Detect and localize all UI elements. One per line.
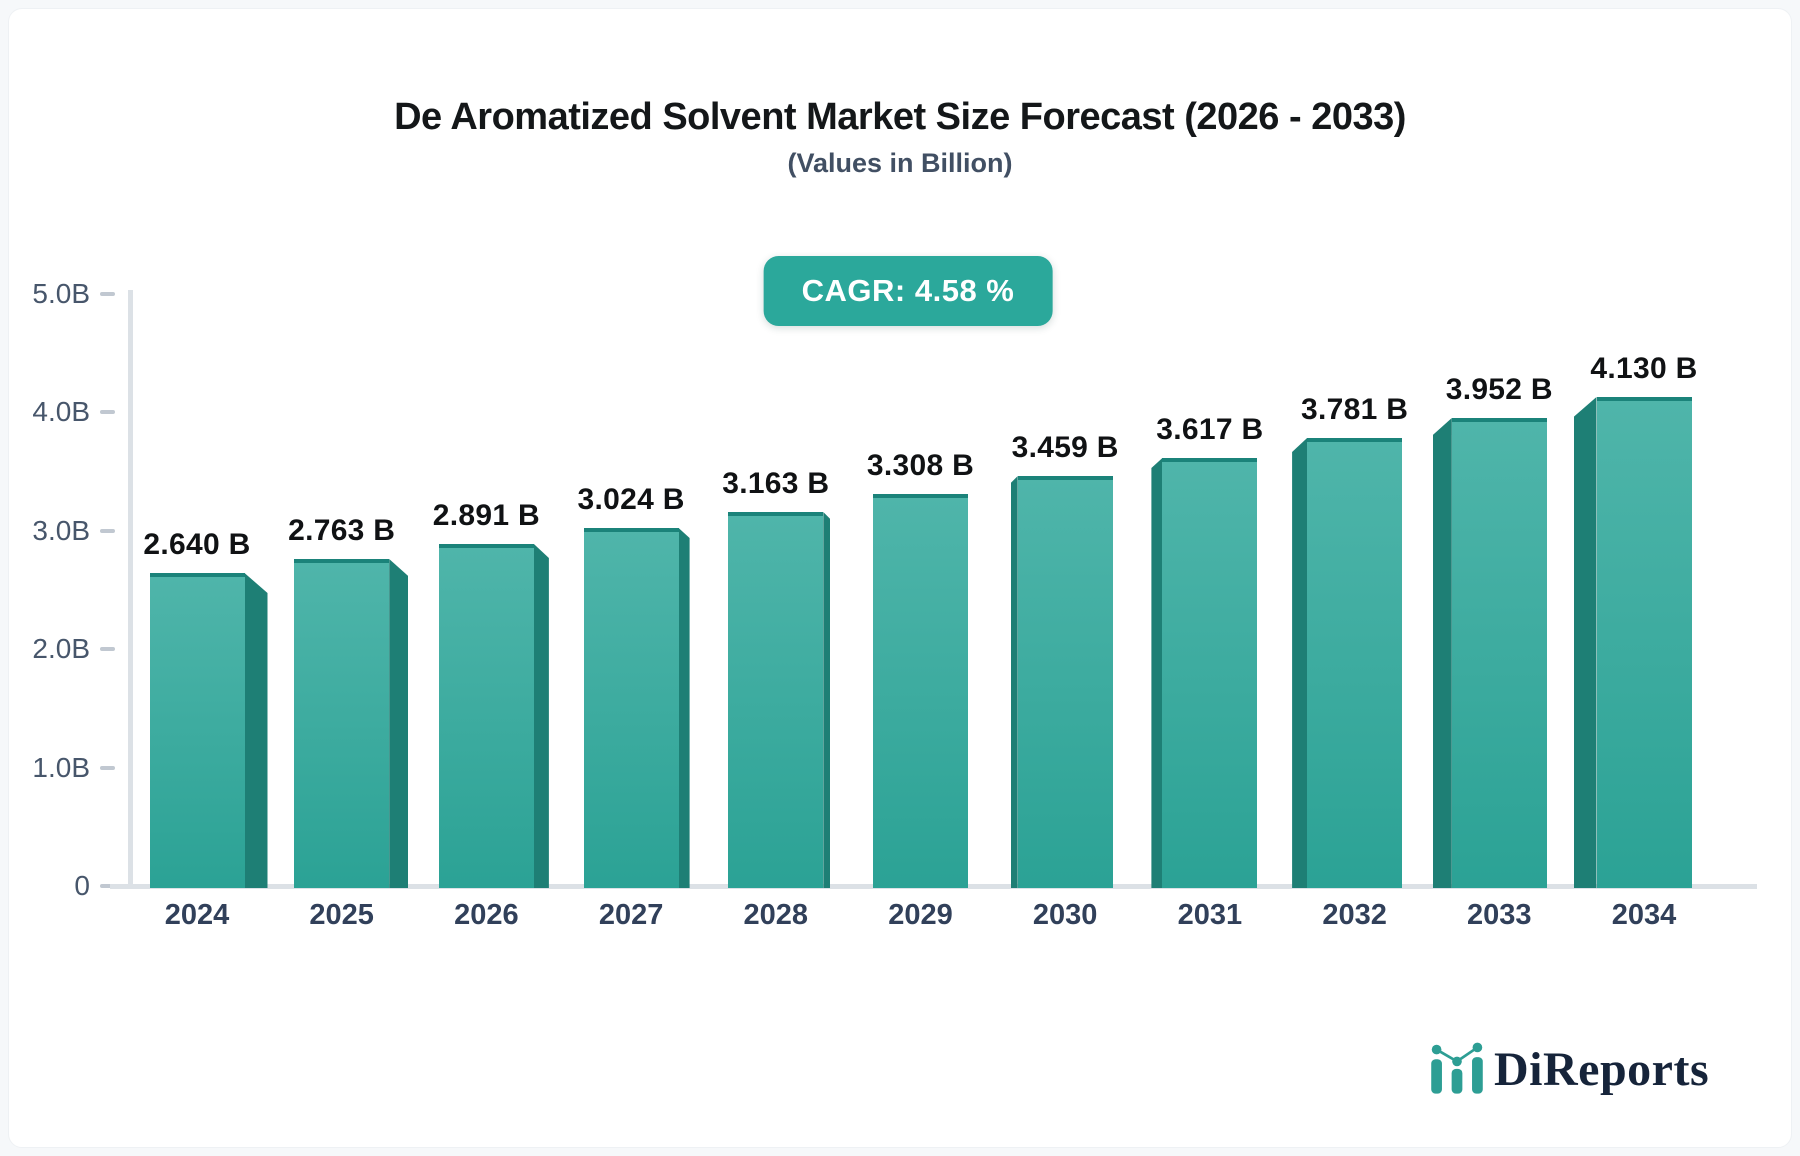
y-axis-label: 0 bbox=[74, 870, 90, 901]
x-axis-label: 2027 bbox=[598, 899, 664, 931]
bar-value-label: 3.163 B bbox=[722, 467, 830, 500]
bar-side bbox=[1573, 397, 1597, 888]
y-axis-tick bbox=[100, 529, 115, 533]
bar-value-label: 3.952 B bbox=[1445, 373, 1553, 406]
x-axis-label: 2029 bbox=[888, 899, 953, 931]
bar-face bbox=[728, 512, 824, 888]
bar-group bbox=[1292, 438, 1403, 888]
bar-face bbox=[1162, 458, 1258, 888]
bar-group bbox=[1151, 458, 1258, 888]
y-axis-tick bbox=[100, 410, 115, 414]
y-axis-label: 4.0B bbox=[32, 396, 90, 427]
bar-face bbox=[583, 528, 679, 888]
bar-side bbox=[389, 559, 409, 888]
bar-group bbox=[873, 494, 968, 888]
y-axis-line bbox=[128, 290, 133, 888]
x-axis-label: 2028 bbox=[743, 899, 809, 931]
y-axis-label: 1.0B bbox=[32, 752, 90, 783]
bar-group bbox=[294, 559, 409, 888]
bar-face bbox=[1596, 397, 1692, 888]
bar-group bbox=[728, 512, 831, 888]
bar-value-label: 3.617 B bbox=[1156, 413, 1264, 446]
x-axis-label: 2034 bbox=[1611, 899, 1677, 931]
bar-group bbox=[1432, 418, 1547, 888]
bar-face bbox=[1307, 438, 1403, 888]
x-axis-label: 2024 bbox=[164, 899, 230, 931]
bar-value-label: 2.763 B bbox=[288, 514, 396, 547]
bar-group bbox=[583, 528, 690, 888]
bar-group bbox=[149, 573, 268, 888]
cagr-badge-label: CAGR: 4.58 % bbox=[801, 273, 1015, 308]
bar-group bbox=[1573, 397, 1692, 888]
bar-value-label: 2.640 B bbox=[143, 528, 251, 561]
bar-side bbox=[244, 573, 268, 888]
y-axis-label: 3.0B bbox=[32, 515, 90, 546]
chart-subtitle: (Values in Billion) bbox=[787, 148, 1013, 178]
bar-side bbox=[678, 528, 690, 888]
x-axis-label: 2026 bbox=[454, 899, 519, 931]
bar-value-label: 3.459 B bbox=[1011, 431, 1119, 464]
bar-side bbox=[1010, 476, 1018, 888]
bar-face bbox=[1017, 476, 1113, 888]
y-axis-tick bbox=[100, 292, 115, 296]
y-axis-tick bbox=[100, 884, 115, 888]
x-axis-label: 2032 bbox=[1322, 899, 1387, 931]
y-axis-tick bbox=[100, 647, 115, 651]
chart-title: De Aromatized Solvent Market Size Foreca… bbox=[394, 96, 1406, 138]
x-axis-label: 2031 bbox=[1177, 899, 1243, 931]
y-axis-tick bbox=[100, 766, 115, 770]
logo-text: DiReports bbox=[1494, 1043, 1710, 1096]
bar-value-label: 3.308 B bbox=[866, 449, 975, 482]
y-axis-label: 5.0B bbox=[32, 278, 90, 309]
bar-side bbox=[823, 512, 831, 888]
bar-face bbox=[873, 494, 968, 888]
bar-value-label: 3.024 B bbox=[577, 483, 685, 516]
bar-side bbox=[533, 544, 549, 888]
x-axis-label: 2033 bbox=[1467, 899, 1532, 931]
bar-face bbox=[1451, 418, 1547, 888]
bar-side bbox=[1292, 438, 1308, 888]
x-axis-label: 2025 bbox=[309, 899, 374, 931]
bar-face bbox=[149, 573, 245, 888]
bar-value-label: 3.781 B bbox=[1301, 393, 1409, 426]
cagr-badge: CAGR: 4.58 % bbox=[763, 256, 1053, 326]
bar-group bbox=[1010, 476, 1113, 888]
bar-group bbox=[438, 544, 549, 888]
bar-face bbox=[294, 559, 390, 888]
bar-face bbox=[438, 544, 534, 888]
bar-side bbox=[1151, 458, 1163, 888]
y-axis-label: 2.0B bbox=[32, 633, 90, 664]
bar-chart-logo-icon bbox=[1431, 1042, 1483, 1094]
bar-value-label: 4.130 B bbox=[1590, 352, 1698, 385]
bar-side bbox=[1432, 418, 1452, 888]
bar-value-label: 2.891 B bbox=[432, 499, 540, 532]
x-axis-label: 2030 bbox=[1032, 899, 1098, 931]
direports-logo: DiReports bbox=[1428, 1034, 1709, 1106]
